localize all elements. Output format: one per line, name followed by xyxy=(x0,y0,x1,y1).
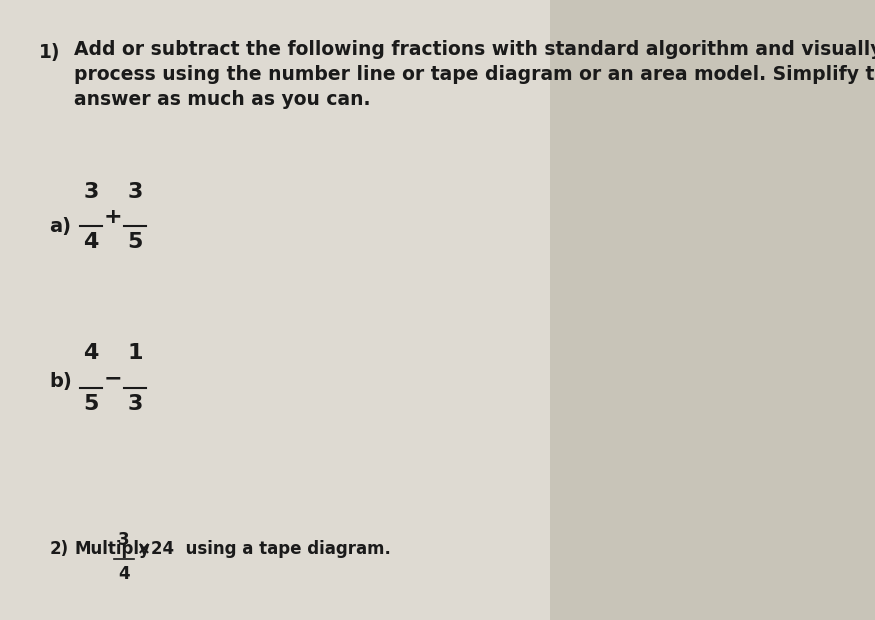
Text: 4: 4 xyxy=(83,232,99,252)
Text: +: + xyxy=(103,207,123,227)
Text: 4: 4 xyxy=(118,565,130,583)
Text: 5: 5 xyxy=(127,232,143,252)
FancyBboxPatch shape xyxy=(0,0,550,620)
Text: b): b) xyxy=(50,372,73,391)
Text: 3: 3 xyxy=(118,531,130,549)
Text: Add or subtract the following fractions with standard algorithm and visually sho: Add or subtract the following fractions … xyxy=(74,40,875,109)
Text: 2): 2) xyxy=(50,540,68,558)
Text: 5: 5 xyxy=(83,394,99,414)
Text: 4: 4 xyxy=(83,343,99,363)
Text: 3: 3 xyxy=(83,182,99,202)
Text: Multiply: Multiply xyxy=(74,540,150,558)
Text: 1: 1 xyxy=(127,343,143,363)
Text: 3: 3 xyxy=(127,394,143,414)
Text: 3: 3 xyxy=(127,182,143,202)
Text: −: − xyxy=(103,368,123,388)
Text: 1): 1) xyxy=(38,43,60,63)
Text: ×24  using a tape diagram.: ×24 using a tape diagram. xyxy=(136,540,390,558)
Text: a): a) xyxy=(50,217,72,236)
